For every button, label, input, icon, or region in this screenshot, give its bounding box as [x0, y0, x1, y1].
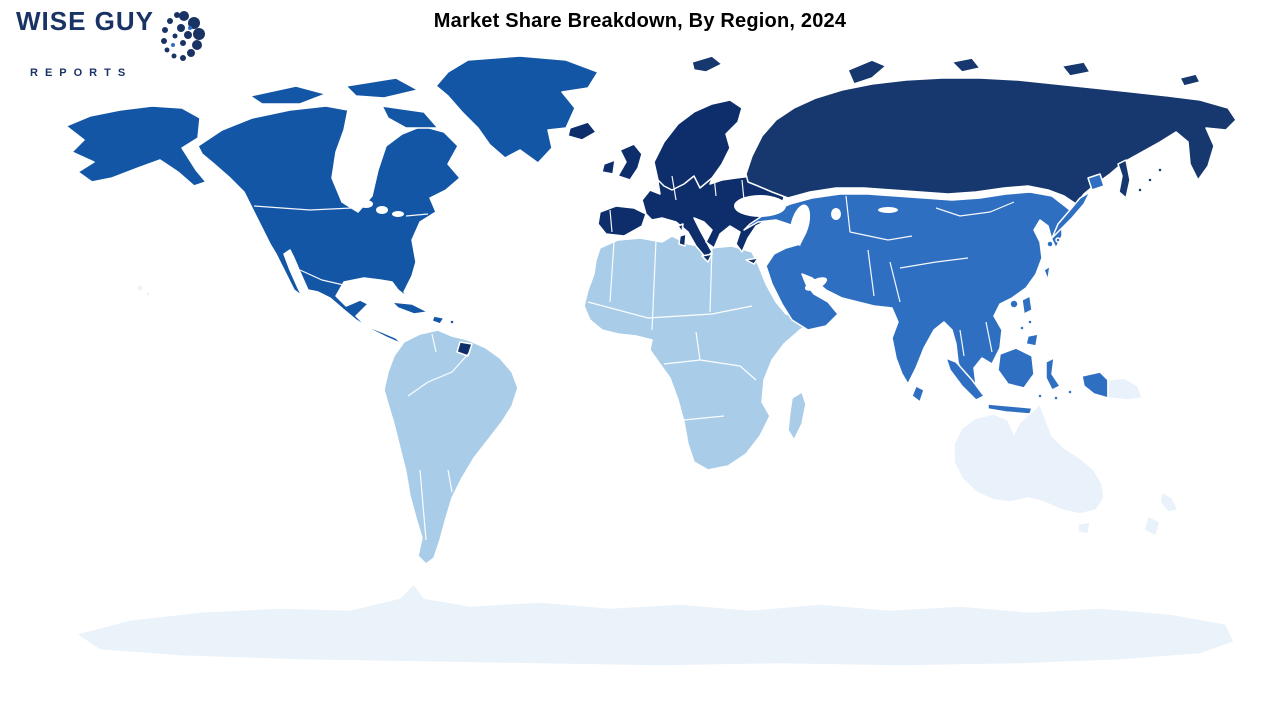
landmass-iberia [597, 205, 647, 237]
island-puerto-rico [449, 319, 455, 325]
landmass-north-america-mainland [197, 105, 461, 345]
region-group-south-america [383, 329, 519, 565]
island-hawaii-1 [136, 284, 144, 292]
island-kyushu [1046, 240, 1054, 248]
island-shikoku [1055, 237, 1061, 243]
logo: WISE GUY [16, 8, 210, 79]
landmass-australia [953, 403, 1105, 515]
island-lesser-sunda-1 [1037, 393, 1043, 399]
borders-africa [587, 239, 757, 421]
island-java [987, 403, 1033, 415]
island-mindanao [1025, 333, 1039, 347]
island-novaya-zemlya [847, 59, 887, 85]
island-visayas-1 [1027, 319, 1033, 325]
island-tasmania [1077, 521, 1091, 535]
landmass-russia [745, 77, 1237, 205]
island-taiwan [1043, 265, 1051, 281]
border-us-canada [253, 205, 429, 217]
island-sulawesi [1045, 357, 1061, 391]
island-wrangel [1179, 73, 1201, 87]
island-hispaniola [431, 315, 445, 325]
island-kuril-2 [1147, 177, 1153, 183]
island-baffin [381, 105, 439, 129]
persian-gulf [804, 277, 828, 291]
region-group-antarctica [75, 583, 1235, 667]
island-crete [745, 257, 759, 265]
region-group-north-america [65, 55, 599, 345]
island-sumatra [945, 357, 985, 401]
region-group-europe [456, 99, 785, 357]
island-new-guinea-west [1081, 371, 1109, 399]
logo-head-dots-icon [161, 11, 206, 61]
island-lesser-sunda-2 [1053, 395, 1059, 401]
island-honshu [1051, 191, 1091, 239]
borders-east-asia [867, 201, 1015, 357]
border-us-mexico [299, 269, 349, 287]
island-luzon [1021, 295, 1033, 315]
island-borneo [997, 347, 1035, 389]
island-hawaii-2 [145, 291, 151, 297]
island-sri-lanka [911, 385, 925, 403]
region-group-asia [743, 173, 1109, 415]
logo-subtitle: REPORTS [30, 67, 133, 79]
borders-central-asia [793, 195, 913, 247]
island-new-guinea-east [1107, 377, 1143, 401]
island-arctic-1 [249, 85, 327, 105]
borders-europe [609, 175, 745, 233]
great-lake-erie-ontario [392, 211, 404, 217]
island-sakhalin [1117, 159, 1131, 199]
island-kuril-1 [1137, 187, 1143, 193]
aral-sea [831, 208, 841, 220]
island-ireland [601, 159, 616, 175]
border-central-america [361, 305, 385, 331]
great-lake-michigan-huron [376, 206, 388, 214]
caspian-sea [789, 204, 811, 244]
landmass-scandinavia [653, 99, 743, 191]
island-maluku [1067, 389, 1073, 395]
great-lake-winnipeg [352, 195, 360, 201]
island-madagascar [787, 391, 807, 441]
island-visayas-2 [1019, 325, 1025, 331]
region-group-oceania [136, 284, 1179, 537]
island-new-zealand-north [1159, 491, 1179, 513]
island-cuba [391, 301, 429, 315]
lake-balkhash [878, 207, 898, 213]
great-lake-superior [359, 200, 373, 208]
landmass-south-america [383, 329, 519, 565]
island-iceland [567, 121, 597, 141]
landmass-antarctica [75, 583, 1235, 667]
water-bodies [352, 195, 898, 291]
island-hainan [1009, 299, 1019, 309]
landmass-alaska [65, 105, 207, 187]
island-kuril-3 [1157, 167, 1163, 173]
black-sea [734, 195, 786, 217]
island-great-britain [617, 143, 643, 181]
island-new-zealand-south [1143, 515, 1161, 537]
island-hokkaido [1087, 173, 1105, 191]
borders-south-america [407, 333, 471, 541]
region-group-russia [691, 55, 1237, 205]
island-sicily [701, 253, 713, 263]
territory-french-guiana [456, 341, 473, 357]
island-sardinia [678, 233, 687, 247]
chart-title: Market Share Breakdown, By Region, 2024 [433, 10, 847, 32]
island-severnaya-zemlya [951, 57, 981, 73]
island-new-siberian [1061, 61, 1091, 77]
logo-wordmark: WISE GUY [16, 6, 155, 36]
landmass-greenland [435, 55, 599, 164]
island-corsica [677, 223, 684, 233]
country-borders [253, 175, 1015, 541]
island-arctic-2 [345, 77, 419, 99]
island-svalbard [691, 55, 723, 73]
